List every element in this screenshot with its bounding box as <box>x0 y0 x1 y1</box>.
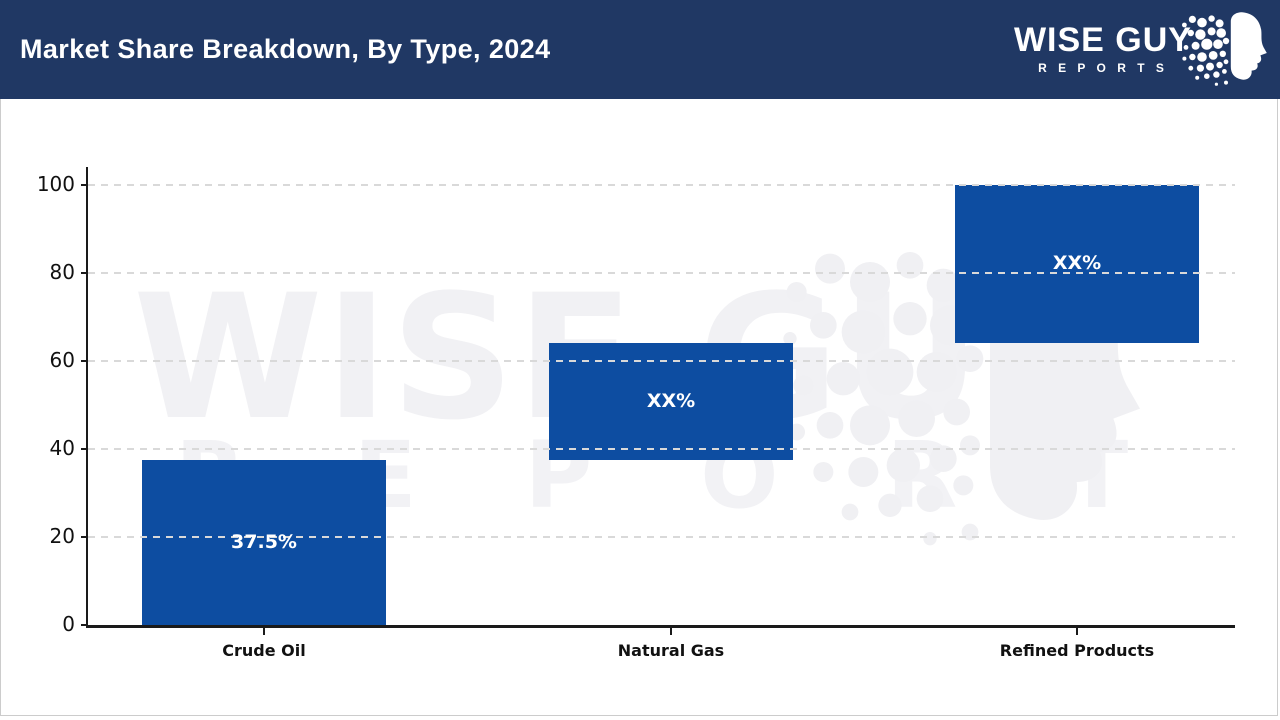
logo-text: WISE GUY R E P O R T S <box>1014 23 1192 75</box>
y-tick-label: 60 <box>49 348 75 372</box>
x-tick-mark <box>263 628 265 635</box>
logo-wise-guy-text: WISE GUY <box>1013 21 1192 59</box>
header-banner: Market Share Breakdown, By Type, 2024 WI… <box>0 0 1280 99</box>
bar-value-label: 37.5% <box>231 530 297 553</box>
bar-value-label: XX% <box>646 389 696 412</box>
y-tick-label: 0 <box>62 612 75 636</box>
y-tick-label: 100 <box>36 172 75 196</box>
x-axis-line <box>86 625 1235 628</box>
y-tick-mark <box>81 360 88 362</box>
logo-reports-text: R E P O R T S <box>1038 61 1168 75</box>
y-tick-label: 40 <box>49 436 75 460</box>
bar-refined-products <box>955 185 1199 344</box>
wise-guy-logo: WISE GUY R E P O R T S <box>1014 6 1274 92</box>
bar-natural-gas <box>549 343 793 460</box>
y-tick-mark <box>81 184 88 186</box>
gridline-20 <box>88 536 1235 538</box>
x-tick-mark <box>670 628 672 635</box>
gridline-100 <box>88 184 1235 186</box>
gridline-60 <box>88 360 1235 362</box>
x-tick-label: Refined Products <box>999 641 1155 660</box>
x-tick-label: Natural Gas <box>617 641 725 660</box>
y-axis-line <box>86 167 88 627</box>
chart-title: Market Share Breakdown, By Type, 2024 <box>20 34 551 64</box>
logo-head-icon <box>1178 6 1274 92</box>
bar-crude-oil <box>142 460 386 625</box>
x-tick-label: Crude Oil <box>222 641 306 660</box>
y-tick-label: 80 <box>49 260 75 284</box>
y-tick-mark <box>81 624 88 626</box>
bar-value-label: XX% <box>1052 252 1102 275</box>
gridline-80 <box>88 272 1235 274</box>
x-tick-mark <box>1076 628 1078 635</box>
y-tick-mark <box>81 272 88 274</box>
y-tick-mark <box>81 448 88 450</box>
y-tick-label: 20 <box>49 524 75 548</box>
y-tick-mark <box>81 536 88 538</box>
gridline-40 <box>88 448 1235 450</box>
